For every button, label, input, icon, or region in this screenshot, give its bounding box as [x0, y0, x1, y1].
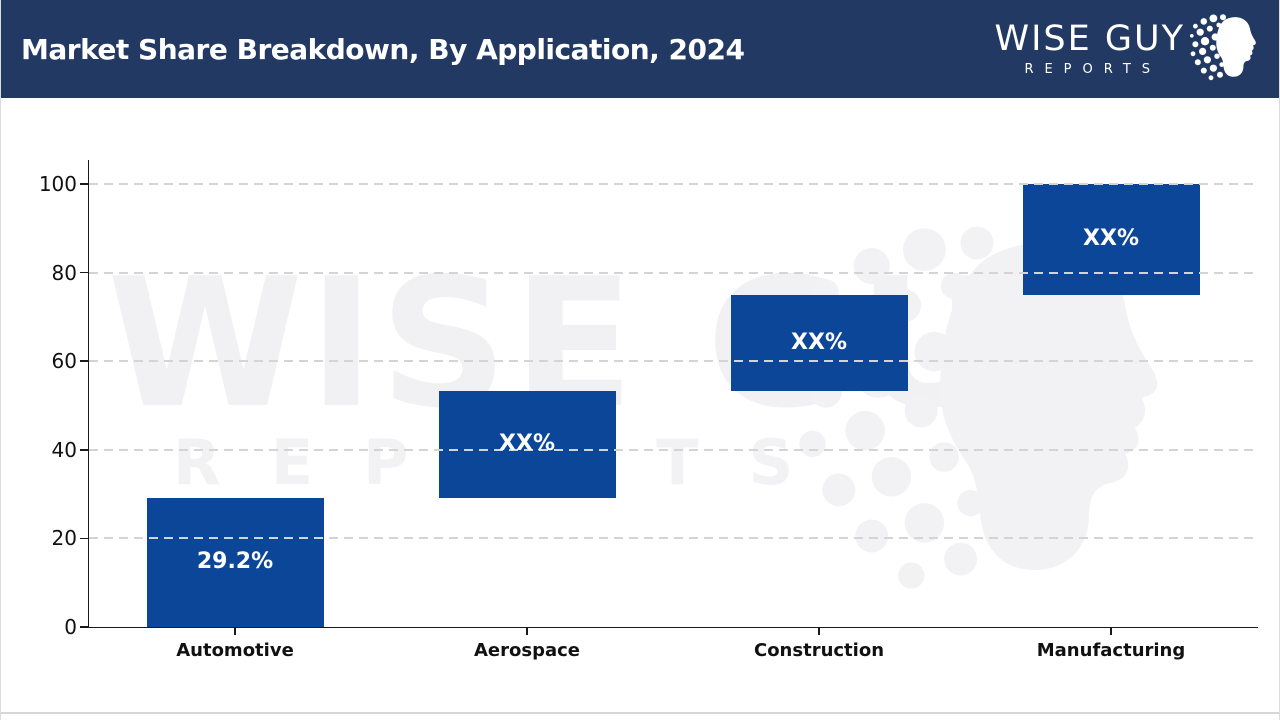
- y-tick-label: 20: [51, 526, 77, 551]
- y-axis-line: [87, 160, 89, 628]
- y-tick-mark: [80, 449, 88, 451]
- x-tick-mark: [1110, 628, 1112, 635]
- header-bar: Market Share Breakdown, By Application, …: [1, 0, 1279, 98]
- bar-value-label: XX%: [499, 431, 555, 457]
- wise-guy-logo: WISE GUY REPORTS: [994, 9, 1265, 89]
- y-tick-label: 100: [38, 172, 77, 196]
- logo-subtitle: REPORTS: [1024, 61, 1162, 77]
- bottom-border: [1, 712, 1279, 714]
- bar-aerospace: [438, 390, 616, 498]
- page-title: Market Share Breakdown, By Application, …: [21, 32, 745, 66]
- y-tick-label: 40: [51, 437, 77, 462]
- x-category-label: Manufacturing: [1036, 640, 1186, 661]
- y-tick-label: 80: [51, 260, 77, 285]
- gridline-40: [89, 448, 1257, 451]
- y-tick-label: 0: [64, 615, 77, 639]
- gridline-60: [89, 360, 1257, 363]
- y-tick-mark: [80, 626, 88, 628]
- bar-value-label: 29.2%: [196, 549, 274, 575]
- wise-guy-face-icon: [1187, 9, 1265, 89]
- gridline-20: [89, 537, 1257, 540]
- gridline-100: [89, 183, 1257, 185]
- gridline-80: [89, 271, 1257, 274]
- bar-value-label: XX%: [1083, 226, 1139, 252]
- y-tick-mark: [80, 537, 88, 540]
- bar-automotive: [146, 497, 324, 627]
- logo-wordmark: WISE GUY: [994, 18, 1185, 59]
- x-tick-mark: [526, 628, 528, 635]
- bar-value-label: XX%: [791, 329, 847, 355]
- logo-wordmark-block: WISE GUY REPORTS: [994, 18, 1185, 77]
- x-category-label: Aerospace: [473, 640, 580, 661]
- x-category-label: Construction: [753, 640, 885, 661]
- x-category-label: Automotive: [176, 640, 294, 661]
- x-tick-mark: [234, 628, 236, 635]
- x-tick-mark: [818, 628, 820, 635]
- y-tick-mark: [80, 183, 88, 185]
- bar-construction: [730, 294, 908, 391]
- y-tick-label: 60: [51, 349, 77, 374]
- y-tick-mark: [80, 360, 88, 362]
- bar-manufacturing: [1022, 184, 1200, 295]
- x-axis-line: [87, 626, 1258, 629]
- y-tick-mark: [80, 271, 88, 274]
